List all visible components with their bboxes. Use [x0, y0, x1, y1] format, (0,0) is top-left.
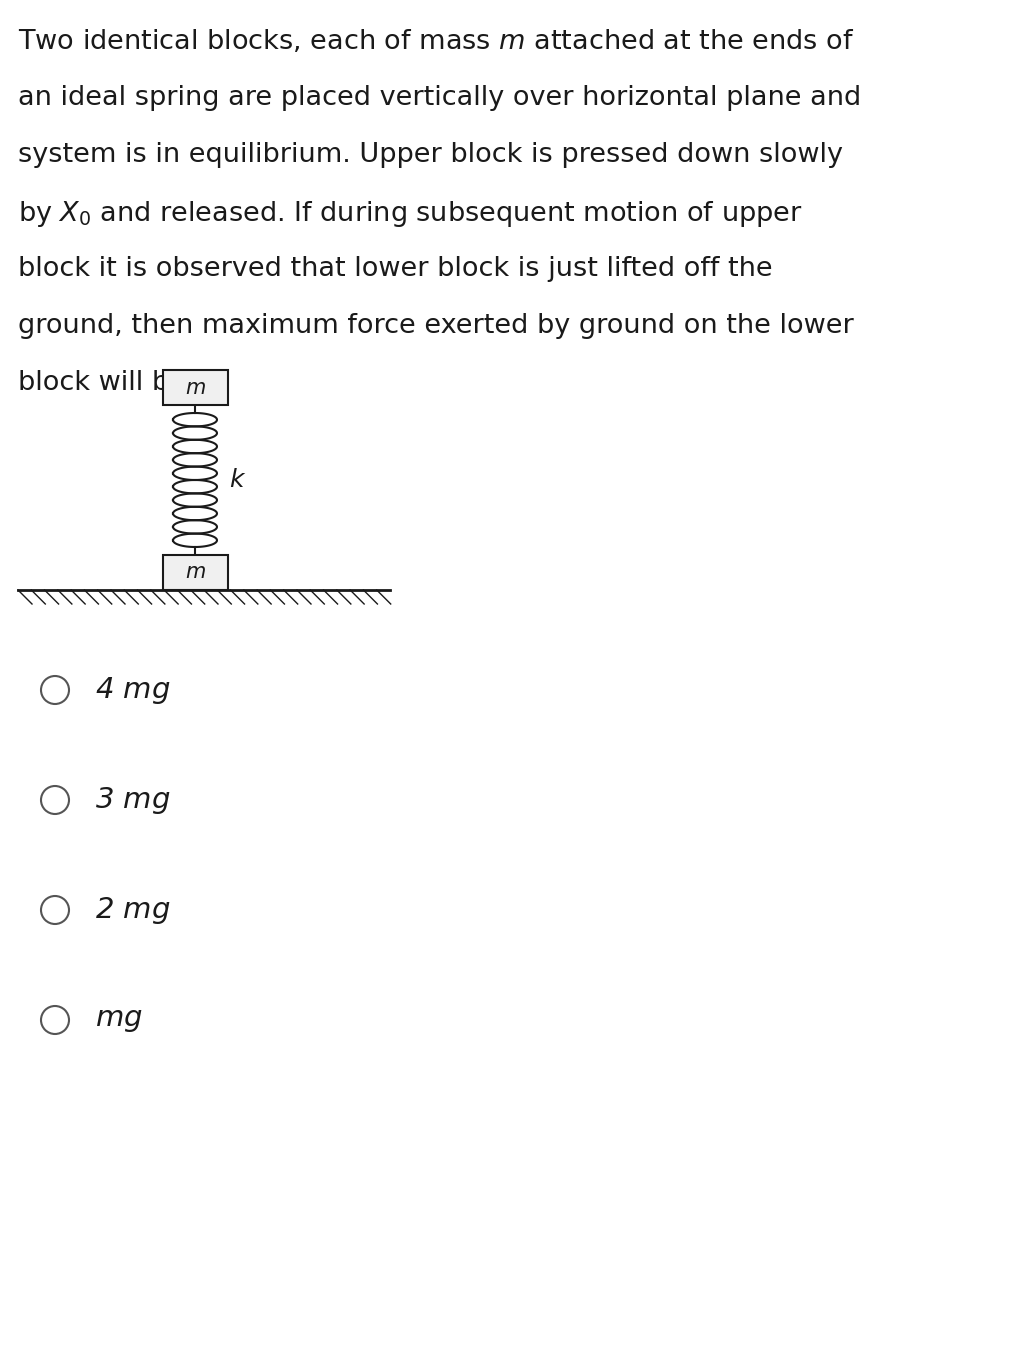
Circle shape	[41, 786, 69, 814]
Circle shape	[41, 895, 69, 924]
Circle shape	[41, 676, 69, 705]
Circle shape	[41, 1006, 69, 1035]
Text: 4 $mg$: 4 $mg$	[95, 675, 171, 706]
Text: $k$: $k$	[229, 468, 247, 492]
Text: block will be: block will be	[18, 369, 186, 397]
Text: $m$: $m$	[184, 378, 206, 398]
Text: by $X_0$ and released. If during subsequent motion of upper: by $X_0$ and released. If during subsequ…	[18, 199, 803, 229]
Text: $m$: $m$	[184, 563, 206, 582]
Text: system is in equilibrium. Upper block is pressed down slowly: system is in equilibrium. Upper block is…	[18, 142, 843, 168]
Text: $mg$: $mg$	[95, 1006, 142, 1035]
Text: Two identical blocks, each of mass $m$ attached at the ends of: Two identical blocks, each of mass $m$ a…	[18, 29, 854, 55]
Text: 2 $mg$: 2 $mg$	[95, 894, 171, 925]
Text: ground, then maximum force exerted by ground on the lower: ground, then maximum force exerted by gr…	[18, 313, 854, 339]
FancyBboxPatch shape	[163, 369, 227, 405]
Text: 3 $mg$: 3 $mg$	[95, 785, 171, 815]
Text: an ideal spring are placed vertically over horizontal plane and: an ideal spring are placed vertically ov…	[18, 85, 861, 110]
FancyBboxPatch shape	[163, 555, 227, 590]
Text: block it is observed that lower block is just lifted off the: block it is observed that lower block is…	[18, 256, 773, 282]
